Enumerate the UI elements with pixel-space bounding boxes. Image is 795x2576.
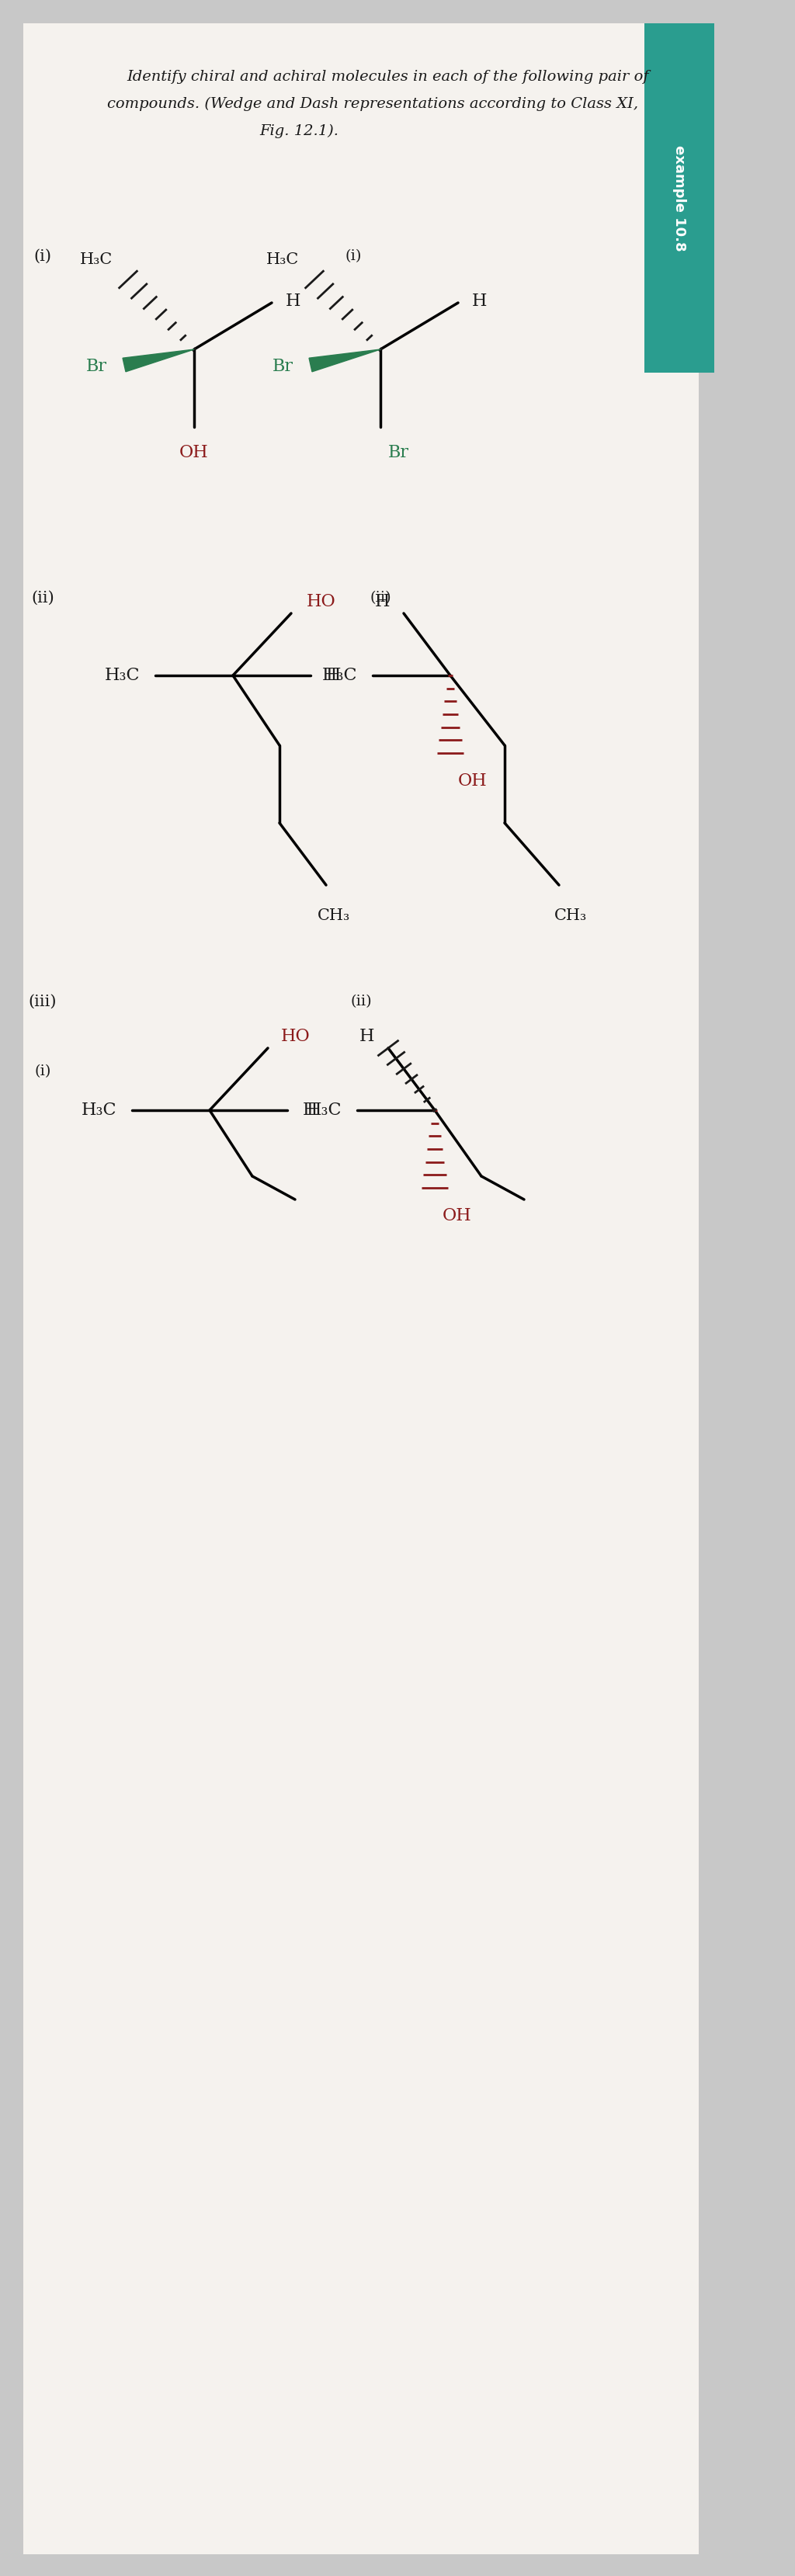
FancyBboxPatch shape [23, 23, 699, 2555]
Polygon shape [309, 350, 381, 371]
Text: OH: OH [443, 1208, 472, 1224]
Text: H₃C: H₃C [80, 252, 113, 268]
Text: HO: HO [307, 592, 336, 611]
Text: H₃C: H₃C [322, 667, 357, 685]
Text: (iii): (iii) [29, 994, 57, 1010]
Text: H: H [285, 294, 301, 309]
Text: (i): (i) [33, 250, 52, 263]
Text: H₃C: H₃C [266, 252, 299, 268]
Text: HO: HO [281, 1028, 310, 1046]
Text: H: H [326, 667, 341, 685]
Text: H: H [472, 294, 487, 309]
Text: Fig. 12.1).: Fig. 12.1). [259, 124, 339, 139]
Text: H₃C: H₃C [81, 1103, 116, 1118]
Text: (ii): (ii) [31, 590, 54, 605]
Text: compounds. (Wedge and Dash representations according to Class XI,: compounds. (Wedge and Dash representatio… [107, 98, 638, 111]
Text: CH₃: CH₃ [554, 909, 587, 922]
Text: Identify chiral and achiral molecules in each of the following pair of: Identify chiral and achiral molecules in… [127, 70, 650, 85]
Text: (i): (i) [345, 250, 362, 263]
Text: Br: Br [273, 358, 293, 376]
Text: H: H [359, 1028, 374, 1046]
Text: Br: Br [86, 358, 107, 376]
Text: OH: OH [180, 443, 209, 461]
Text: OH: OH [458, 773, 487, 791]
Text: H: H [374, 592, 390, 611]
Text: H₃C: H₃C [306, 1103, 342, 1118]
Text: CH₃: CH₃ [317, 909, 351, 922]
Text: example 10.8: example 10.8 [673, 144, 686, 250]
Text: Br: Br [388, 443, 409, 461]
Text: (i): (i) [34, 1064, 51, 1079]
Text: (ii): (ii) [351, 994, 372, 1010]
Text: (ii): (ii) [370, 590, 391, 605]
Text: H: H [303, 1103, 318, 1118]
Polygon shape [122, 350, 194, 371]
FancyBboxPatch shape [645, 23, 714, 374]
Text: H₃C: H₃C [104, 667, 140, 685]
